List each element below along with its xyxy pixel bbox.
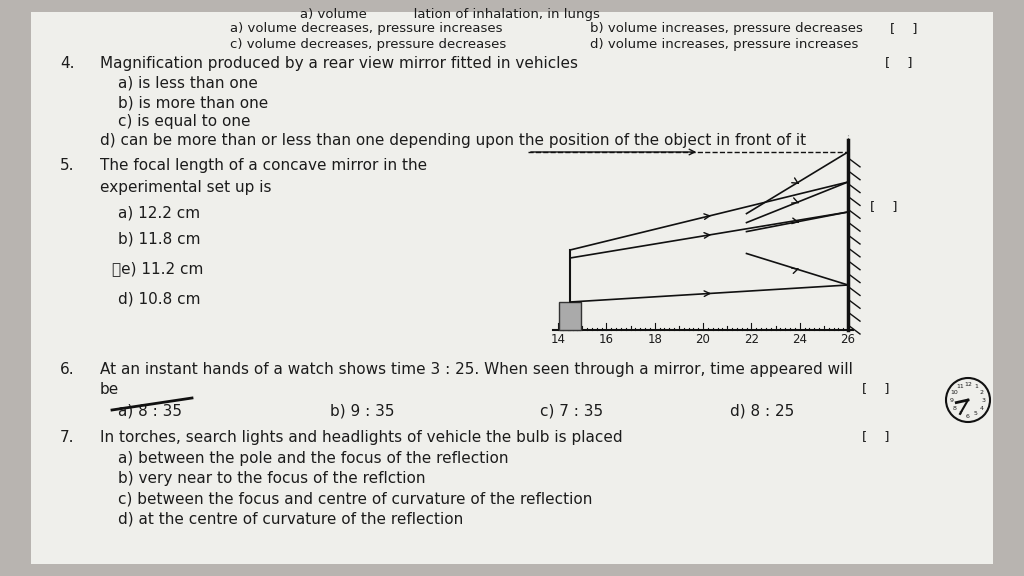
Text: At an instant hands of a watch shows time 3 : 25. When seen through a mirror, ti: At an instant hands of a watch shows tim… [100,362,853,377]
Text: c) is equal to one: c) is equal to one [118,114,251,129]
Text: c) 7 : 35: c) 7 : 35 [540,403,603,418]
Text: 14: 14 [551,333,565,346]
Text: be: be [100,382,119,397]
Text: 7: 7 [958,411,962,416]
Bar [559,302,581,330]
Text: [    ]: [ ] [890,22,918,35]
Text: b) volume increases, pressure decreases: b) volume increases, pressure decreases [590,22,863,35]
Text: c) volume decreases, pressure decreases: c) volume decreases, pressure decreases [230,38,506,51]
Text: [    ]: [ ] [862,382,890,395]
Text: 2: 2 [980,389,984,395]
Text: 1: 1 [974,384,978,389]
Text: 4.: 4. [60,56,75,71]
Text: [    ]: [ ] [885,56,912,69]
Text: b) 9 : 35: b) 9 : 35 [330,403,394,418]
Text: Magnification produced by a rear view mirror fitted in vehicles: Magnification produced by a rear view mi… [100,56,578,71]
Text: b) 11.8 cm: b) 11.8 cm [118,232,201,247]
Text: b) is more than one: b) is more than one [118,95,268,110]
Text: c) between the focus and centre of curvature of the reflection: c) between the focus and centre of curva… [118,491,592,506]
Text: 9: 9 [950,397,954,403]
Text: 26: 26 [841,333,855,346]
Text: ⸩e) 11.2 cm: ⸩e) 11.2 cm [112,261,204,276]
Text: 6.: 6. [60,362,75,377]
Text: 5.: 5. [60,158,75,173]
Text: d) 10.8 cm: d) 10.8 cm [118,292,201,307]
Text: 20: 20 [695,333,711,346]
Text: a) is less than one: a) is less than one [118,76,258,91]
Text: 10: 10 [950,389,958,395]
Text: a) between the pole and the focus of the reflection: a) between the pole and the focus of the… [118,451,509,466]
Text: d) 8 : 25: d) 8 : 25 [730,403,795,418]
Text: 7.: 7. [60,430,75,445]
Text: 4: 4 [980,406,984,411]
Text: 22: 22 [743,333,759,346]
Text: 16: 16 [599,333,613,346]
Text: The focal length of a concave mirror in the: The focal length of a concave mirror in … [100,158,427,173]
Text: 18: 18 [647,333,663,346]
Text: a) 12.2 cm: a) 12.2 cm [118,205,200,220]
Text: 8: 8 [952,406,956,411]
Text: 12: 12 [964,381,972,386]
Text: 3: 3 [982,397,986,403]
Text: d) volume increases, pressure increases: d) volume increases, pressure increases [590,38,858,51]
Text: In torches, search lights and headlights of vehicle the bulb is placed: In torches, search lights and headlights… [100,430,623,445]
Text: 24: 24 [793,333,807,346]
Text: a) volume           lation of inhalation, in lungs: a) volume lation of inhalation, in lungs [300,8,600,21]
Text: a) 8 : 35: a) 8 : 35 [118,403,182,418]
Text: [    ]: [ ] [862,430,890,443]
Text: experimental set up is: experimental set up is [100,180,271,195]
Text: b) very near to the focus of the reflction: b) very near to the focus of the reflcti… [118,471,426,486]
Text: d) can be more than or less than one depending upon the position of the object i: d) can be more than or less than one dep… [100,133,806,148]
Text: a) volume decreases, pressure increases: a) volume decreases, pressure increases [230,22,503,35]
Text: 5: 5 [974,411,978,416]
Text: d) at the centre of curvature of the reflection: d) at the centre of curvature of the ref… [118,511,463,526]
Text: 11: 11 [956,384,964,389]
Text: [    ]: [ ] [870,200,897,213]
Text: 6: 6 [966,414,970,419]
